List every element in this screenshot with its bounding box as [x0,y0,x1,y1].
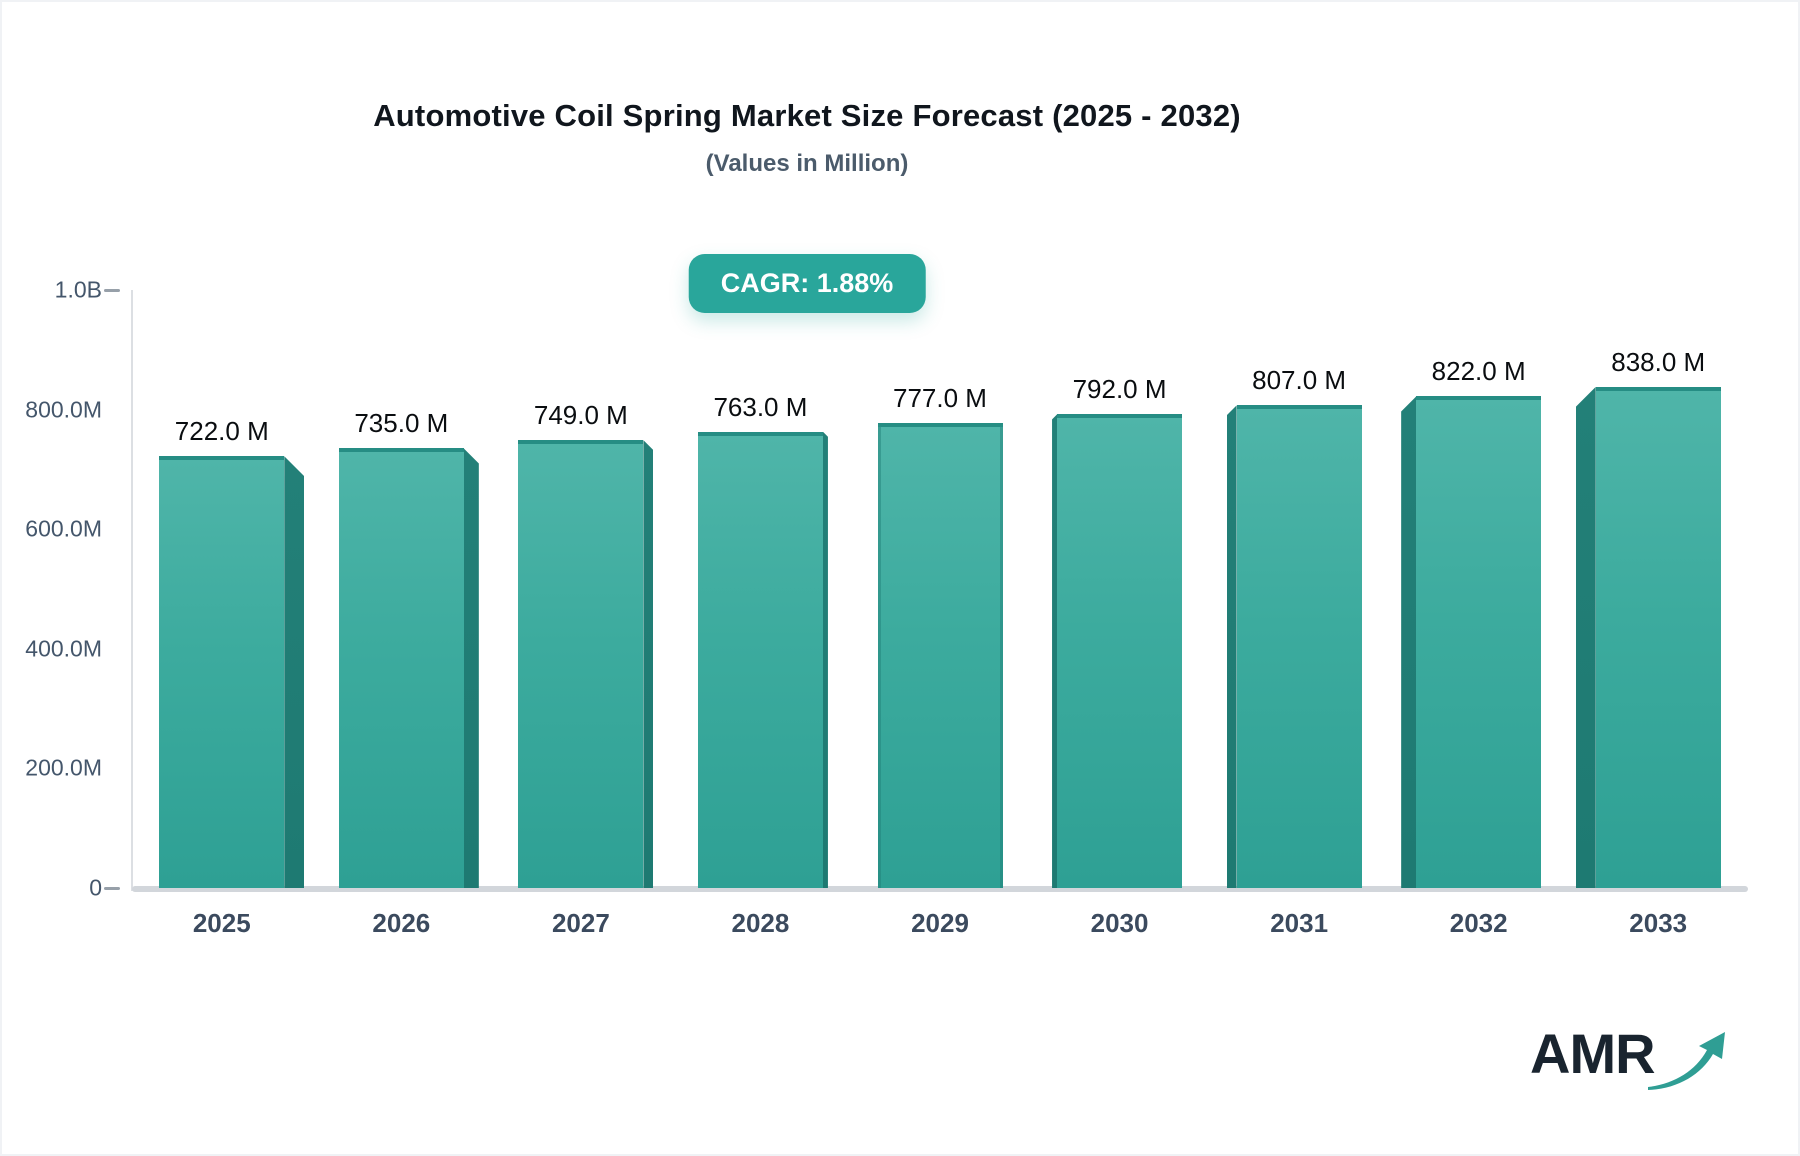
bar-value-label: 735.0 M [354,408,449,439]
y-axis-line [131,290,133,891]
chart-title: Automotive Coil Spring Market Size Forec… [373,98,1241,133]
x-axis-label: 2030 [1090,908,1149,938]
y-axis-label: 400.0M [25,635,102,662]
x-axis-label: 2025 [192,908,251,938]
bar-value-label: 807.0 M [1252,365,1347,396]
growth-arrow-icon [1647,1032,1725,1090]
bar-side [1575,386,1596,888]
bar-2033 [1595,386,1721,888]
bar-2029 [877,423,1003,888]
x-axis-label: 2026 [372,908,431,938]
bar-value-label: 792.0 M [1072,374,1167,405]
x-axis-label: 2031 [1270,908,1329,938]
bar-value-label: 722.0 M [174,416,269,447]
x-axis-label: 2028 [731,908,790,938]
bar-side [1052,414,1058,888]
bar-2027 [518,440,644,888]
bar-value-label: 777.0 M [893,383,987,414]
bar-side [822,431,828,888]
y-axis-label: 800.0M [25,396,102,423]
x-axis-label: 2029 [911,908,969,938]
y-axis-label: 0 [89,874,102,901]
y-axis-tick [104,886,120,890]
y-axis-label: 1.0B [54,276,102,303]
bar-2031 [1236,405,1362,888]
x-axis-label: 2032 [1449,908,1508,938]
bar-2030 [1057,414,1183,888]
bar-side [643,440,654,888]
x-axis-label: 2027 [551,908,610,938]
y-axis-label: 200.0M [25,754,102,781]
bar-value-label: 838.0 M [1611,346,1706,377]
bar-value-label: 822.0 M [1431,356,1526,387]
amr-logo-text: AMR [1530,1022,1656,1085]
y-axis-tick [104,288,120,292]
bar-side [463,448,479,888]
chart-subtitle: (Values in Million) [705,150,909,177]
cagr-badge: CAGR: 1.88% [688,254,926,313]
y-axis-label: 600.0M [25,515,102,542]
bar-side [1226,405,1237,888]
bar-value-label: 749.0 M [533,400,628,431]
bar-value-label: 763.0 M [713,391,808,422]
bar-2032 [1416,396,1542,888]
bar-2028 [697,431,823,888]
bar-side [284,456,305,888]
bar-side [1401,396,1417,888]
x-axis-baseline [132,886,1748,892]
bar-2026 [338,448,464,888]
x-axis-label: 2033 [1629,908,1688,938]
amr-logo: AMR [1530,1026,1729,1094]
bar-2025 [159,456,285,888]
